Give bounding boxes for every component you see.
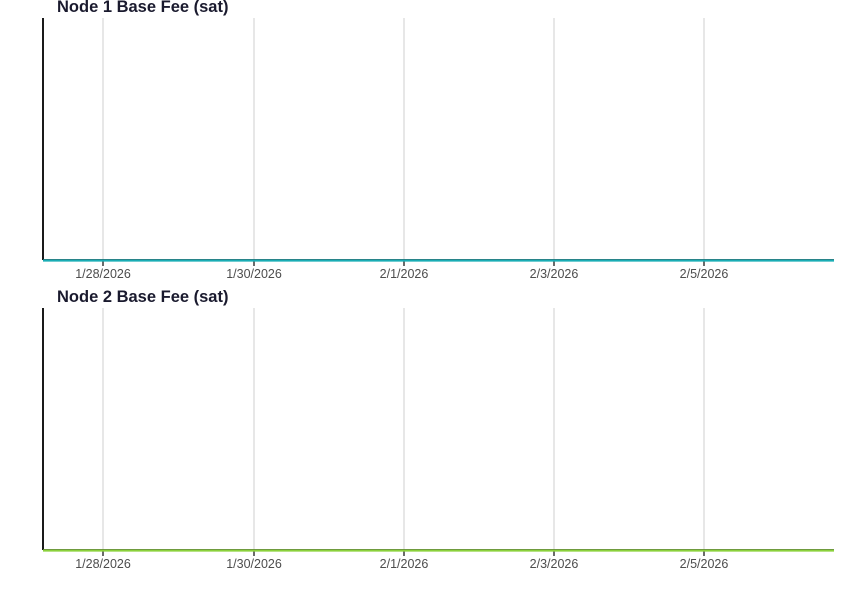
svg-text:2/5/2026: 2/5/2026: [680, 557, 729, 571]
svg-text:2/3/2026: 2/3/2026: [530, 557, 579, 571]
svg-text:1/28/2026: 1/28/2026: [75, 267, 131, 281]
svg-text:2/1/2026: 2/1/2026: [380, 267, 429, 281]
svg-text:1/28/2026: 1/28/2026: [75, 557, 131, 571]
svg-text:1/30/2026: 1/30/2026: [226, 557, 282, 571]
svg-text:2/1/2026: 2/1/2026: [380, 557, 429, 571]
svg-text:2/5/2026: 2/5/2026: [680, 267, 729, 281]
svg-text:1/30/2026: 1/30/2026: [226, 267, 282, 281]
svg-text:2/3/2026: 2/3/2026: [530, 267, 579, 281]
